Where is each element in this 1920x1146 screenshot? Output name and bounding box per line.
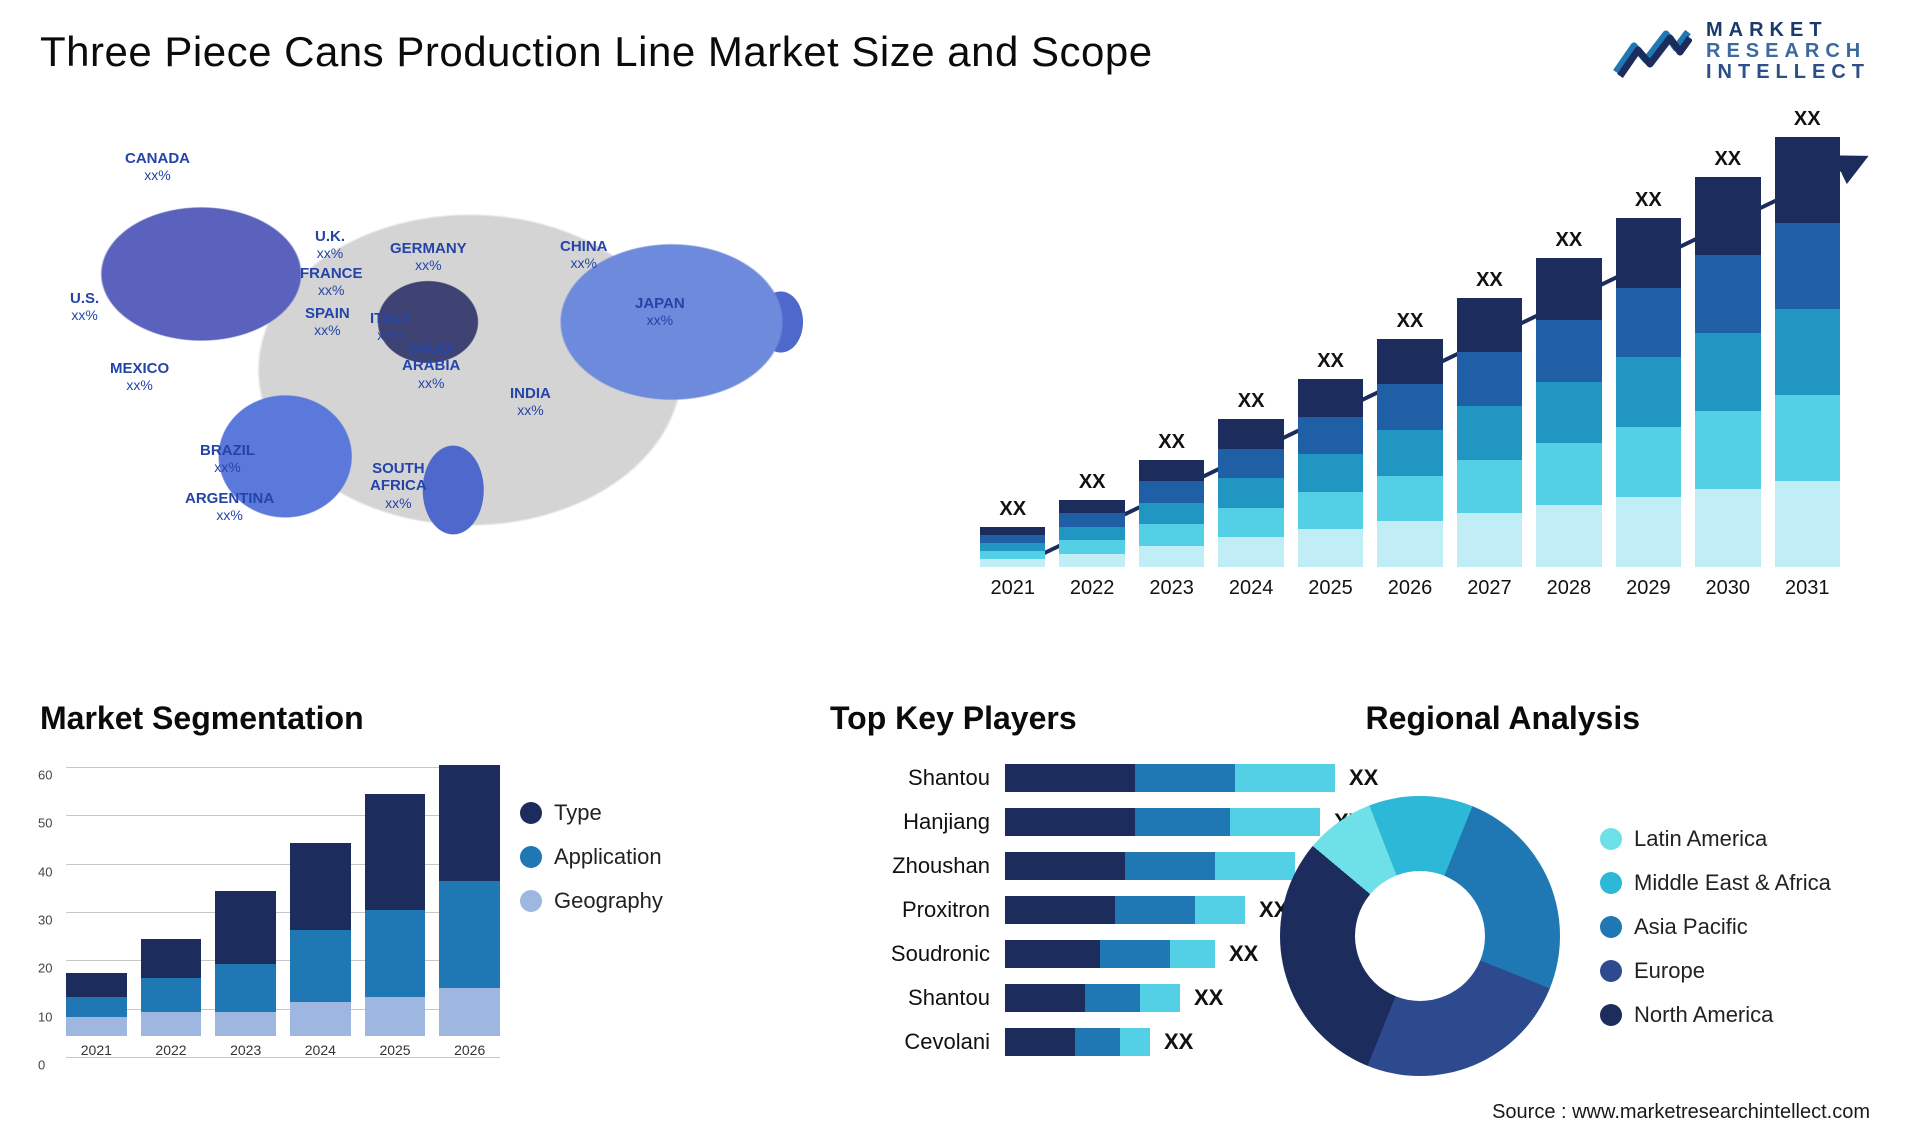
legend-item: Middle East & Africa (1600, 870, 1831, 896)
player-name: Zhoushan (830, 844, 990, 888)
map-label: INDIAxx% (510, 385, 551, 418)
growth-bar: XX 2021 (980, 498, 1045, 600)
growth-bar: XX 2023 (1139, 431, 1204, 601)
map-label: SPAINxx% (305, 305, 350, 338)
source-attribution: Source : www.marketresearchintellect.com (1492, 1101, 1870, 1124)
legend-item: Type (520, 800, 663, 826)
map-label: SOUTHAFRICAxx% (370, 460, 427, 511)
player-value: XX (1164, 1029, 1193, 1055)
player-name: Hanjiang (830, 800, 990, 844)
growth-bar-year: 2023 (1149, 577, 1194, 600)
growth-bar-value: XX (1476, 269, 1503, 292)
growth-bar: XX 2024 (1218, 390, 1283, 600)
legend-item: North America (1600, 1002, 1831, 1028)
growth-bar: XX 2029 (1616, 189, 1681, 600)
growth-bar: XX 2026 (1377, 310, 1442, 600)
growth-bar-year: 2028 (1547, 577, 1592, 600)
logo-line1: MARKET (1706, 20, 1870, 41)
logo-line2: RESEARCH (1706, 41, 1870, 62)
brand-logo: MARKET RESEARCH INTELLECT (1612, 20, 1870, 83)
map-label: ITALYxx% (370, 310, 411, 343)
seg-bar-year: 2021 (81, 1042, 112, 1058)
legend-item: Asia Pacific (1600, 914, 1831, 940)
regional-heading: Regional Analysis (1366, 700, 1640, 737)
seg-bar-year: 2025 (379, 1042, 410, 1058)
seg-bar: 2022 (141, 939, 202, 1058)
seg-bar: 2026 (439, 765, 500, 1058)
legend-item: Geography (520, 888, 663, 914)
growth-bar-value: XX (1238, 390, 1265, 413)
seg-bar-year: 2023 (230, 1042, 261, 1058)
world-map: CANADAxx% U.S.xx% MEXICOxx% BRAZILxx% ARGENT… (30, 110, 910, 650)
regional-donut: Latin America Middle East & Africa Asia Pa… (1280, 756, 1860, 1116)
map-label: FRANCExx% (300, 265, 363, 298)
map-label: BRAZILxx% (200, 442, 255, 475)
seg-bar-year: 2022 (155, 1042, 186, 1058)
growth-bar: XX 2030 (1695, 148, 1760, 600)
growth-bar: XX 2025 (1298, 350, 1363, 600)
segmentation-chart: 0102030405060 202120222023202420252026 (30, 758, 500, 1098)
legend-item: Europe (1600, 958, 1831, 984)
growth-bar-year: 2029 (1626, 577, 1671, 600)
seg-bar-year: 2024 (305, 1042, 336, 1058)
growth-bar-year: 2025 (1308, 577, 1353, 600)
map-label: SAUDIARABIAxx% (402, 340, 460, 391)
growth-bar-value: XX (1794, 108, 1821, 131)
player-value: XX (1229, 941, 1258, 967)
growth-bar-value: XX (1079, 471, 1106, 494)
player-name: Cevolani (830, 1020, 990, 1064)
logo-mark-icon (1612, 22, 1692, 82)
player-name: Soudronic (830, 932, 990, 976)
growth-chart: XX 2021 XX 2022 XX 2023 XX 2024 XX 2025 XX 2026 XX 20… (960, 130, 1860, 650)
growth-bar-year: 2022 (1070, 577, 1115, 600)
map-label: GERMANYxx% (390, 240, 467, 273)
map-label: JAPANxx% (635, 295, 685, 328)
map-label: ARGENTINAxx% (185, 490, 274, 523)
seg-bar-year: 2026 (454, 1042, 485, 1058)
seg-bar: 2024 (290, 843, 351, 1058)
map-label: U.S.xx% (70, 290, 99, 323)
growth-bar-year: 2031 (1785, 577, 1830, 600)
growth-bar: XX 2031 (1775, 108, 1840, 600)
player-name: Proxitron (830, 888, 990, 932)
seg-bar: 2025 (365, 794, 426, 1058)
growth-bar-value: XX (999, 498, 1026, 521)
page-title: Three Piece Cans Production Line Market … (40, 28, 1153, 76)
segmentation-heading: Market Segmentation (40, 700, 364, 737)
growth-bar: XX 2027 (1457, 269, 1522, 600)
player-name: Shantou (830, 756, 990, 800)
map-label: CANADAxx% (125, 150, 190, 183)
growth-bar-year: 2030 (1706, 577, 1751, 600)
growth-bar-year: 2021 (990, 577, 1035, 600)
seg-y-tick: 0 (38, 1058, 496, 1073)
growth-bar-value: XX (1714, 148, 1741, 171)
growth-bar-value: XX (1635, 189, 1662, 212)
map-label: CHINAxx% (560, 238, 608, 271)
growth-bar-value: XX (1397, 310, 1424, 333)
growth-bar-value: XX (1556, 229, 1583, 252)
players-heading: Top Key Players (830, 700, 1077, 737)
growth-bar-value: XX (1317, 350, 1344, 373)
legend-item: Latin America (1600, 826, 1831, 852)
growth-bar-year: 2027 (1467, 577, 1512, 600)
legend-item: Application (520, 844, 663, 870)
player-name: Shantou (830, 976, 990, 1020)
seg-bar: 2021 (66, 973, 127, 1058)
map-label: MEXICOxx% (110, 360, 169, 393)
growth-bar: XX 2028 (1536, 229, 1601, 600)
map-label: U.K.xx% (315, 228, 345, 261)
world-map-shape (50, 130, 890, 610)
growth-bar: XX 2022 (1059, 471, 1124, 600)
segmentation-legend: Type Application Geography (520, 800, 663, 932)
seg-bar: 2023 (215, 891, 276, 1058)
player-value: XX (1194, 985, 1223, 1011)
growth-bar-year: 2026 (1388, 577, 1433, 600)
logo-line3: INTELLECT (1706, 62, 1870, 83)
growth-bar-year: 2024 (1229, 577, 1274, 600)
growth-bar-value: XX (1158, 431, 1185, 454)
